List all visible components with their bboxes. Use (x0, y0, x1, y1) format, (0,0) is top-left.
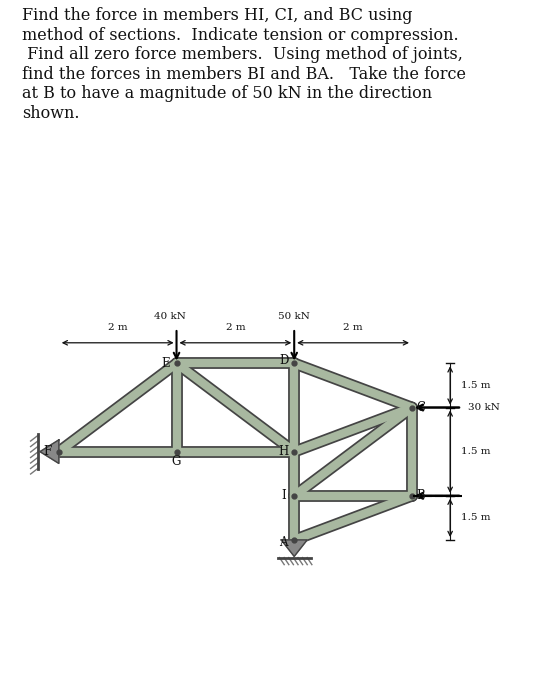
Text: C: C (416, 401, 425, 414)
Text: E: E (162, 357, 170, 370)
Text: 50 kN: 50 kN (278, 312, 310, 321)
Text: B: B (416, 489, 425, 503)
Text: 40 kN: 40 kN (154, 312, 186, 321)
Text: 2 m: 2 m (225, 323, 245, 332)
Text: 2 m: 2 m (343, 323, 363, 332)
Text: A: A (280, 536, 288, 550)
Text: I: I (281, 489, 286, 503)
Text: 1.5 m: 1.5 m (461, 447, 490, 456)
Text: Find the force in members HI, CI, and BC using
method of sections.  Indicate ten: Find the force in members HI, CI, and BC… (22, 7, 466, 122)
Text: 2 m: 2 m (108, 323, 127, 332)
Polygon shape (281, 540, 307, 557)
Text: H: H (278, 445, 289, 458)
Text: 1.5 m: 1.5 m (461, 513, 490, 522)
Text: 1.5 m: 1.5 m (461, 381, 490, 390)
Text: F: F (43, 445, 51, 458)
Polygon shape (40, 440, 59, 463)
Text: 30 kN: 30 kN (468, 403, 500, 412)
Text: G: G (172, 455, 181, 468)
Text: D: D (279, 354, 288, 367)
